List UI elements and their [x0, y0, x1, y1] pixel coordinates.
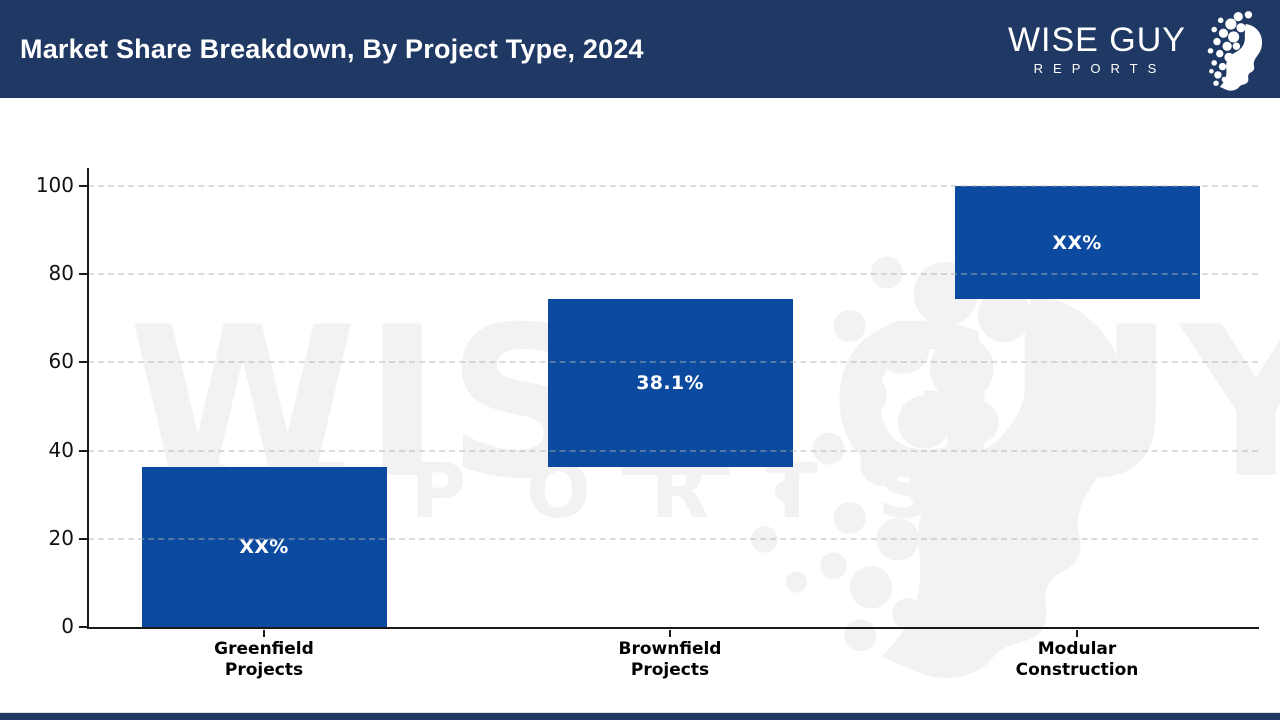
gridline	[88, 273, 1258, 276]
y-tick-mark	[79, 273, 87, 276]
x-category-label-line: Projects	[224, 660, 304, 680]
bar-value-label: XX%	[1052, 231, 1102, 254]
x-tick-mark	[263, 630, 265, 637]
chart-canvas: WISE GUY REPORTS 020406080100XX%38.1%XX%…	[0, 98, 1280, 712]
x-axis-line	[87, 627, 1259, 629]
y-tick-label: 80	[48, 261, 74, 286]
x-category-label-line: Modular	[1037, 639, 1117, 659]
header-bar: Market Share Breakdown, By Project Type,…	[0, 0, 1280, 98]
bar-segment: XX%	[954, 186, 1200, 300]
gridline	[88, 185, 1258, 187]
x-category-label: Brownfield Projects	[520, 639, 820, 681]
x-category-label-line: Projects	[630, 660, 710, 680]
brand-name: WISE GUY	[1007, 21, 1186, 59]
y-tick-label: 40	[48, 437, 74, 462]
x-category-label-line: Greenfield	[214, 639, 314, 659]
x-category-label-line: Construction	[1015, 660, 1139, 680]
x-category-label: Greenfield Projects	[114, 639, 414, 681]
brand-logo-text: WISE GUY REPORTS	[1008, 23, 1186, 75]
gridline	[88, 449, 1258, 452]
gridline	[88, 537, 1258, 540]
x-category-label: Modular Construction	[927, 639, 1227, 681]
y-tick-label: 100	[35, 173, 74, 197]
dotted-face-logo-icon	[1207, 11, 1263, 91]
y-tick-mark	[79, 361, 87, 364]
y-tick-label: 0	[61, 614, 74, 638]
footer-bar	[0, 712, 1280, 720]
y-tick-mark	[79, 626, 87, 628]
x-tick-mark	[1076, 630, 1078, 637]
page-title: Market Share Breakdown, By Project Type,…	[20, 33, 644, 64]
gridline	[88, 361, 1258, 364]
x-tick-mark	[669, 630, 671, 637]
y-tick-mark	[79, 537, 87, 540]
y-tick-mark	[79, 185, 87, 187]
y-tick-mark	[79, 449, 87, 452]
y-axis-line	[87, 168, 89, 629]
bar-value-label: 38.1%	[636, 372, 704, 395]
brand-logo: WISE GUY REPORTS	[1008, 7, 1266, 91]
x-category-label-line: Brownfield	[618, 639, 722, 659]
bar-segment: 38.1%	[547, 299, 793, 468]
y-tick-label: 20	[48, 525, 74, 550]
brand-subtitle: REPORTS	[1033, 61, 1167, 76]
y-tick-label: 60	[48, 349, 74, 374]
bar-segment: XX%	[141, 467, 387, 627]
bar-value-label: XX%	[239, 536, 289, 559]
